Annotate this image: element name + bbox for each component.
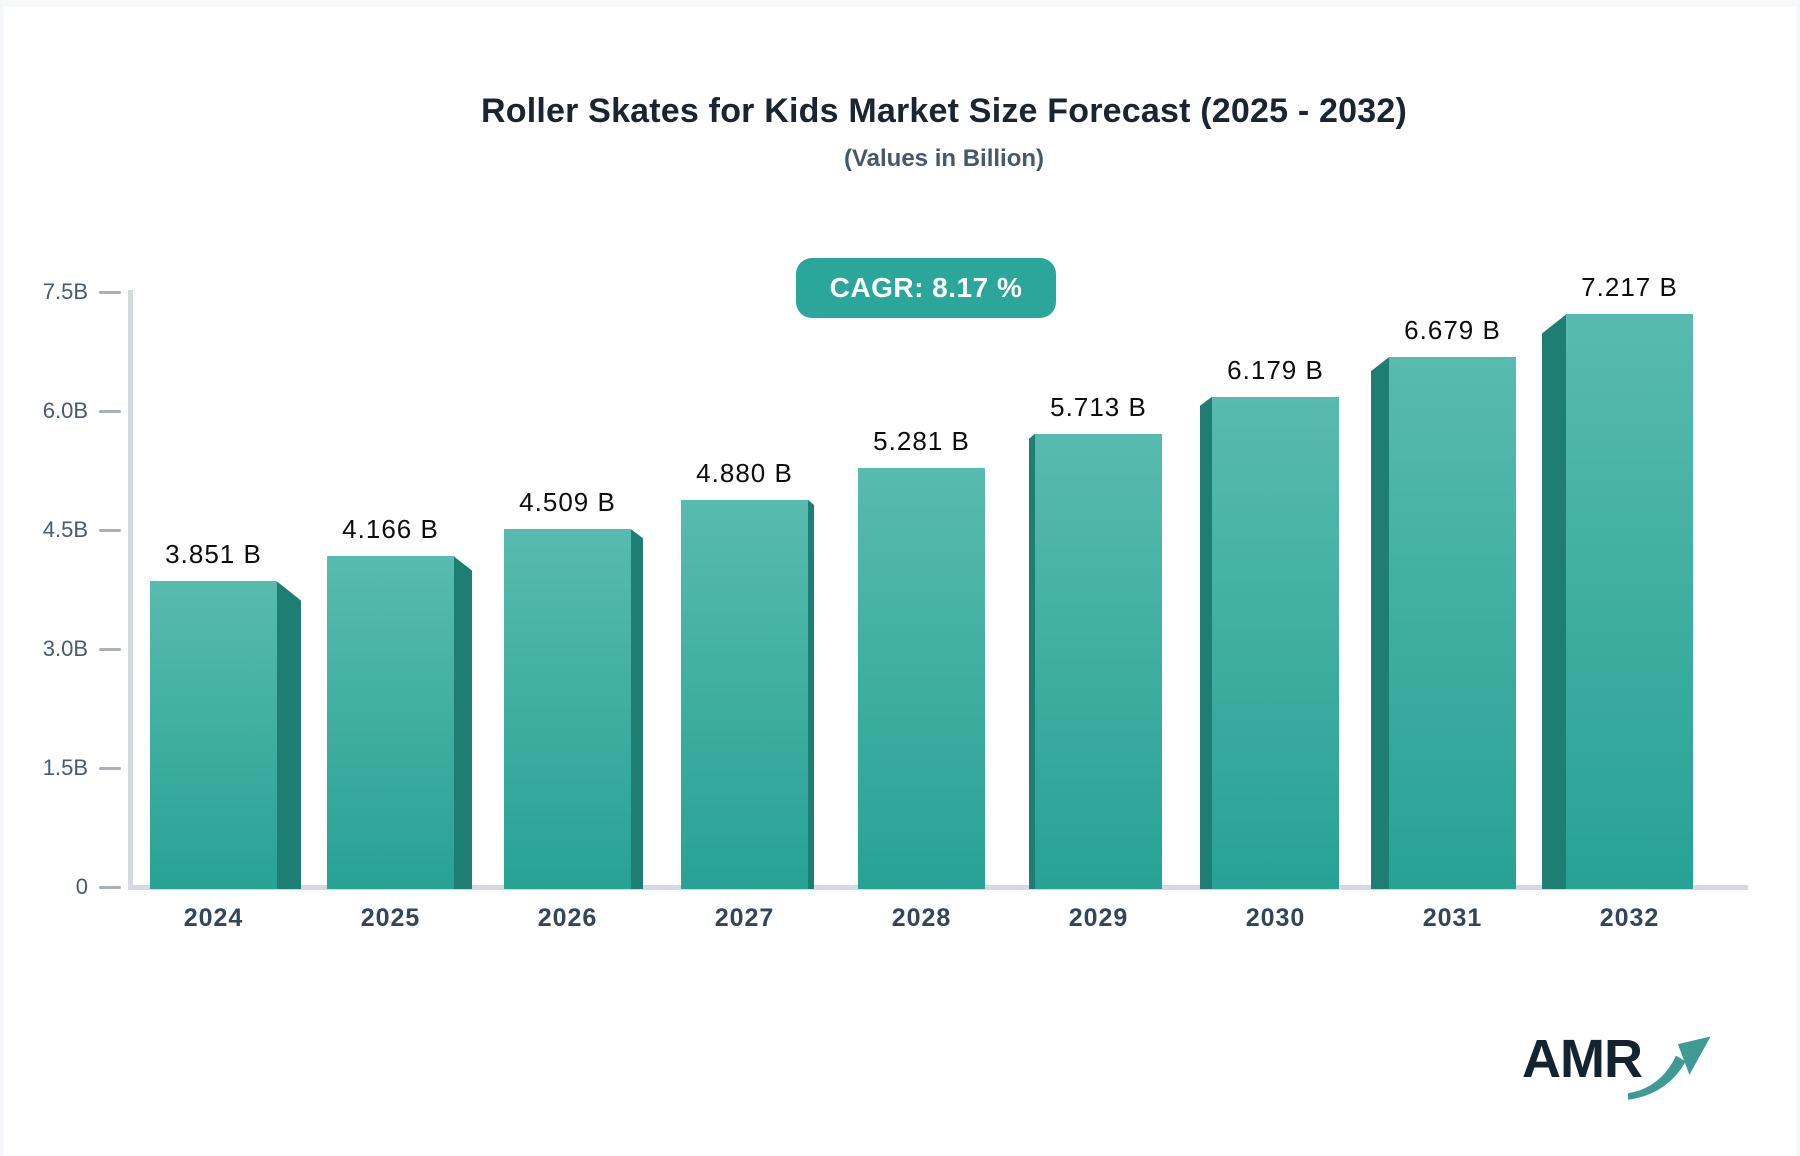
y-axis-tick: 3.0B <box>0 636 121 662</box>
y-tick-dash <box>99 647 121 651</box>
y-axis-tick: 1.5B <box>0 755 121 781</box>
chart-title: Roller Skates for Kids Market Size Forec… <box>480 92 1407 130</box>
y-tick-label: 7.5B <box>42 279 88 304</box>
bar-2032 <box>1542 314 1693 889</box>
y-tick-dash <box>99 409 121 413</box>
y-tick-dash <box>99 290 121 294</box>
bar-side-2027 <box>808 499 814 889</box>
y-tick-label: 4.5B <box>42 517 88 542</box>
bar-side-2026 <box>631 529 643 889</box>
y-axis-tick: 7.5B <box>0 279 121 305</box>
bar-value-label-2032: 7.217 B <box>1581 272 1678 303</box>
bar-side-2025 <box>454 556 472 889</box>
bar-2027 <box>681 499 814 889</box>
y-axis-tick: 4.5B <box>0 517 121 543</box>
bar-value-label-2029: 5.713 B <box>1050 391 1147 422</box>
bar-face-2025 <box>327 556 454 889</box>
bar-side-2024 <box>277 581 301 889</box>
brand-logo: AMR <box>1522 1028 1724 1115</box>
bar-face-2024 <box>150 581 277 889</box>
bar-face-2026 <box>504 529 631 889</box>
bar-2026 <box>504 529 643 889</box>
brand-logo-text: AMR <box>1522 1029 1643 1089</box>
x-tick-label-2029: 2029 <box>1068 904 1129 932</box>
bar-value-label-2026: 4.509 B <box>519 487 616 518</box>
x-tick-label-2025: 2025 <box>360 904 421 932</box>
bar-side-2029 <box>1029 433 1035 889</box>
bar-2031 <box>1371 357 1516 889</box>
bar-value-label-2031: 6.679 B <box>1404 315 1501 346</box>
bar-value-label-2025: 4.166 B <box>342 514 439 545</box>
y-tick-label: 3.0B <box>42 636 88 661</box>
y-axis-tick: 0 <box>0 874 121 900</box>
y-tick-dash <box>99 528 121 532</box>
bar-face-2027 <box>681 499 808 889</box>
page-left-edge <box>0 0 3 1156</box>
bar-2030 <box>1200 396 1339 889</box>
growth-arrow-icon <box>1627 1032 1724 1115</box>
cagr-badge: CAGR: 8.17 % <box>795 258 1057 318</box>
bar-2024 <box>150 581 301 889</box>
x-tick-label-2027: 2027 <box>714 904 775 932</box>
y-axis-tick: 6.0B <box>0 398 121 424</box>
y-tick-label: 0 <box>75 874 88 899</box>
y-axis-line <box>128 290 133 890</box>
x-tick-label-2024: 2024 <box>183 904 244 932</box>
bar-face-2028 <box>858 468 985 889</box>
x-tick-label-2026: 2026 <box>537 904 598 932</box>
bar-2029 <box>1029 433 1162 889</box>
bar-face-2031 <box>1389 357 1516 889</box>
bar-side-2031 <box>1371 357 1389 889</box>
page-top-edge <box>0 0 1800 7</box>
bar-side-2032 <box>1542 314 1566 889</box>
chart-subtitle: (Values in Billion) <box>843 145 1045 172</box>
bar-2028 <box>858 468 985 889</box>
bar-2025 <box>327 556 472 889</box>
cagr-badge-wrap: CAGR: 8.17 % <box>88 258 1764 318</box>
x-tick-label-2030: 2030 <box>1245 904 1306 932</box>
y-tick-dash <box>99 885 121 889</box>
x-tick-label-2028: 2028 <box>891 904 952 932</box>
page-right-edge <box>1797 0 1800 1156</box>
x-tick-label-2031: 2031 <box>1422 904 1483 932</box>
bar-value-label-2030: 6.179 B <box>1227 354 1324 385</box>
bar-face-2030 <box>1212 396 1339 889</box>
y-tick-label: 1.5B <box>42 755 88 780</box>
bar-side-2030 <box>1200 396 1212 889</box>
chart-header: Roller Skates for Kids Market Size Forec… <box>88 92 1800 173</box>
bar-face-2032 <box>1566 314 1693 889</box>
y-tick-label: 6.0B <box>42 398 88 423</box>
x-tick-label-2032: 2032 <box>1599 904 1660 932</box>
bar-value-label-2024: 3.851 B <box>165 539 262 570</box>
bar-value-label-2028: 5.281 B <box>873 426 970 457</box>
bar-value-label-2027: 4.880 B <box>696 457 793 488</box>
y-tick-dash <box>99 766 121 770</box>
bar-face-2029 <box>1035 433 1162 889</box>
